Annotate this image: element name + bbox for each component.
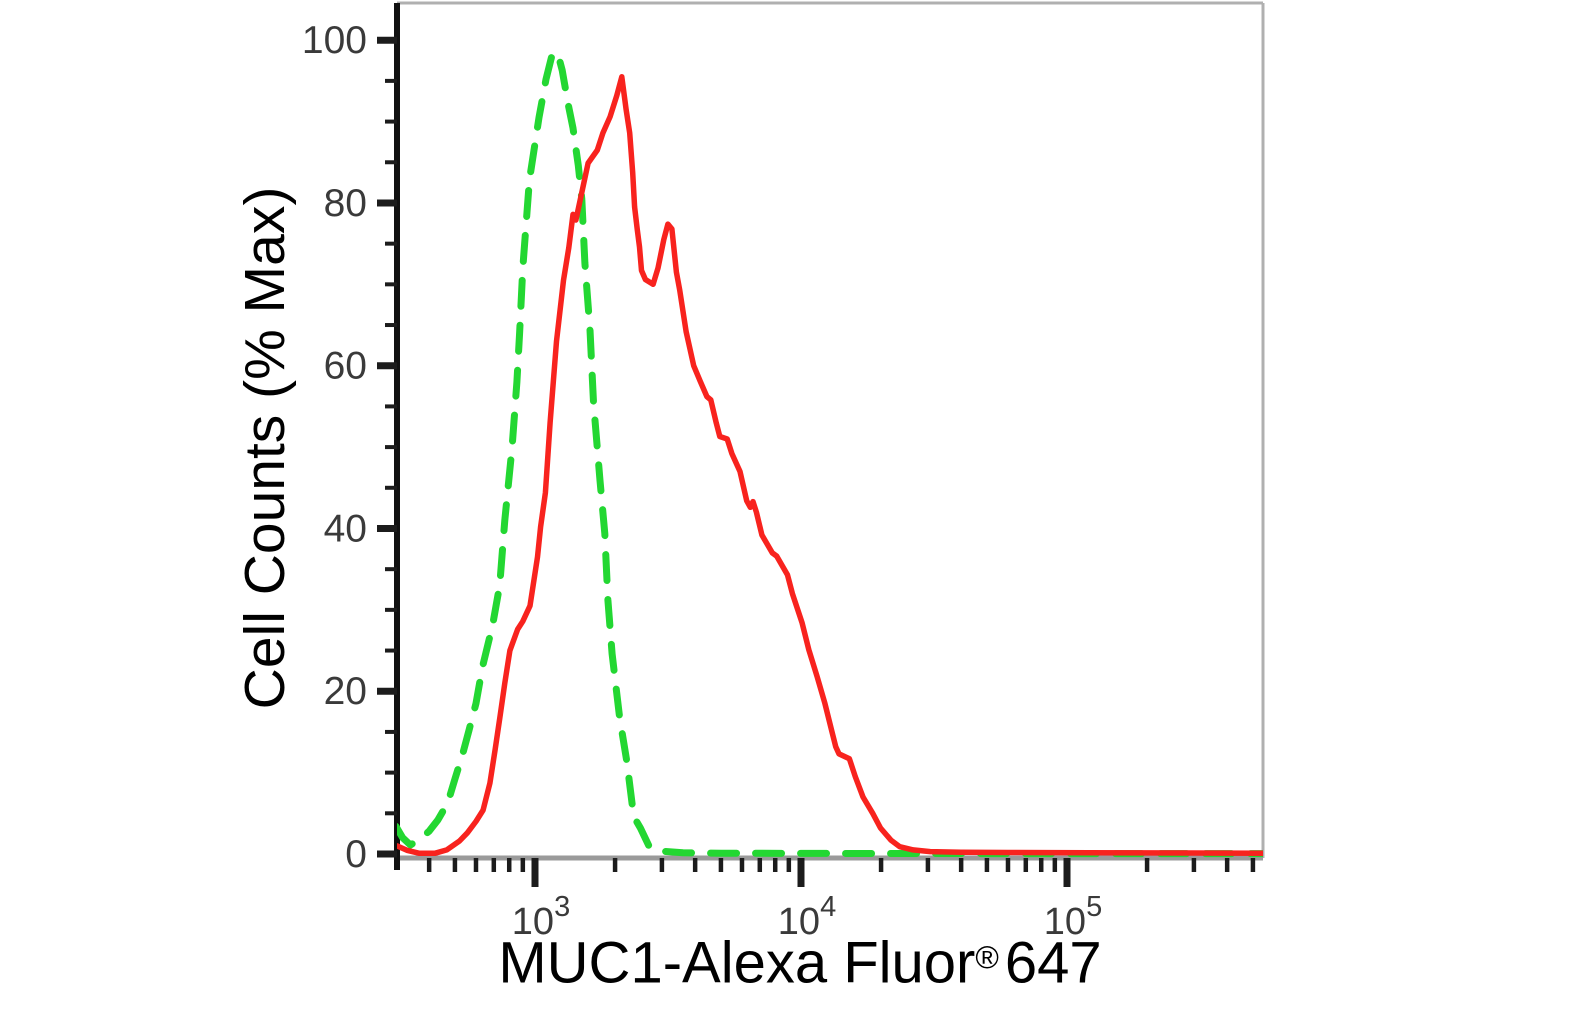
y-axis-tick-label: 60 — [324, 345, 367, 388]
x-axis-tick-label: 103 — [512, 891, 570, 943]
control-histogram-curve — [397, 48, 1263, 858]
x-axis-tick-label: 105 — [1044, 891, 1102, 943]
muc1-af647-histogram-curve — [397, 74, 1263, 857]
y-axis-tick-label: 0 — [345, 833, 367, 876]
x-axis-title: MUC1-Alexa Fluor® 647 — [498, 930, 1101, 997]
x-axis-title-suffix: 647 — [1004, 930, 1102, 996]
registered-trademark-icon: ® — [975, 939, 999, 976]
y-axis-tick-label: 80 — [324, 182, 367, 225]
y-axis-tick-label: 20 — [324, 670, 367, 713]
y-axis-tick-label: 40 — [324, 507, 367, 550]
y-axis-title: Cell Counts (% Max) — [233, 186, 297, 710]
y-axis-tick-label: 100 — [302, 19, 367, 62]
x-axis-tick-label: 104 — [778, 891, 836, 943]
x-axis-title-main: MUC1-Alexa Fluor — [498, 930, 976, 996]
